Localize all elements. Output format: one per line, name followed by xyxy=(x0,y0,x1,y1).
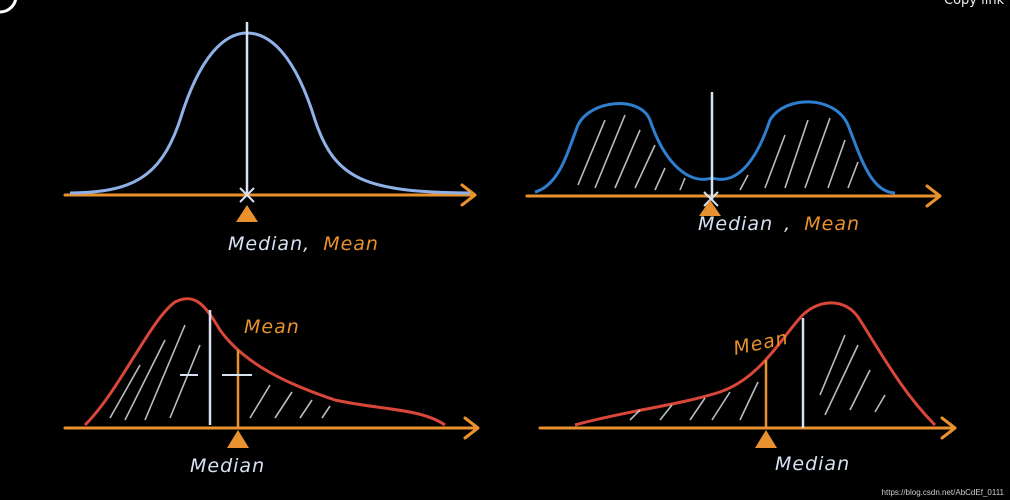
label: Median , Mean xyxy=(698,213,860,235)
hatching xyxy=(577,114,859,191)
cross xyxy=(239,187,255,203)
fulcrum xyxy=(236,205,258,222)
separator: , xyxy=(784,213,791,235)
axis xyxy=(63,416,480,440)
median-label: Median xyxy=(698,213,773,235)
label: Median, Mean xyxy=(228,233,379,255)
median-label: Median xyxy=(228,233,303,255)
watermark: https://blog.csdn.net/AbCdEf_0111 xyxy=(882,488,1005,497)
fulcrum xyxy=(227,430,249,448)
cross xyxy=(703,191,719,207)
panel-right-skew: Mean Median xyxy=(63,297,480,477)
fulcrum xyxy=(755,430,777,448)
mean-label: Mean xyxy=(804,213,860,235)
median-label: Median xyxy=(190,455,265,477)
axis xyxy=(63,183,477,207)
hatching xyxy=(629,334,886,421)
mean-label: Mean xyxy=(323,233,379,255)
hatching xyxy=(109,324,331,421)
separator: , xyxy=(303,233,310,255)
panel-symmetric: Median, Mean xyxy=(63,22,477,255)
mean-label: Mean xyxy=(244,316,300,338)
curve xyxy=(574,301,937,427)
panel-left-skew: Mean Median xyxy=(538,301,957,475)
panel-bimodal: Median , Mean xyxy=(525,92,942,235)
fulcrum xyxy=(699,200,721,216)
axis xyxy=(538,416,957,440)
axis xyxy=(525,184,942,208)
curve xyxy=(83,297,446,427)
copy-link[interactable]: Copy link xyxy=(944,0,1005,8)
median-label: Median xyxy=(775,453,850,475)
